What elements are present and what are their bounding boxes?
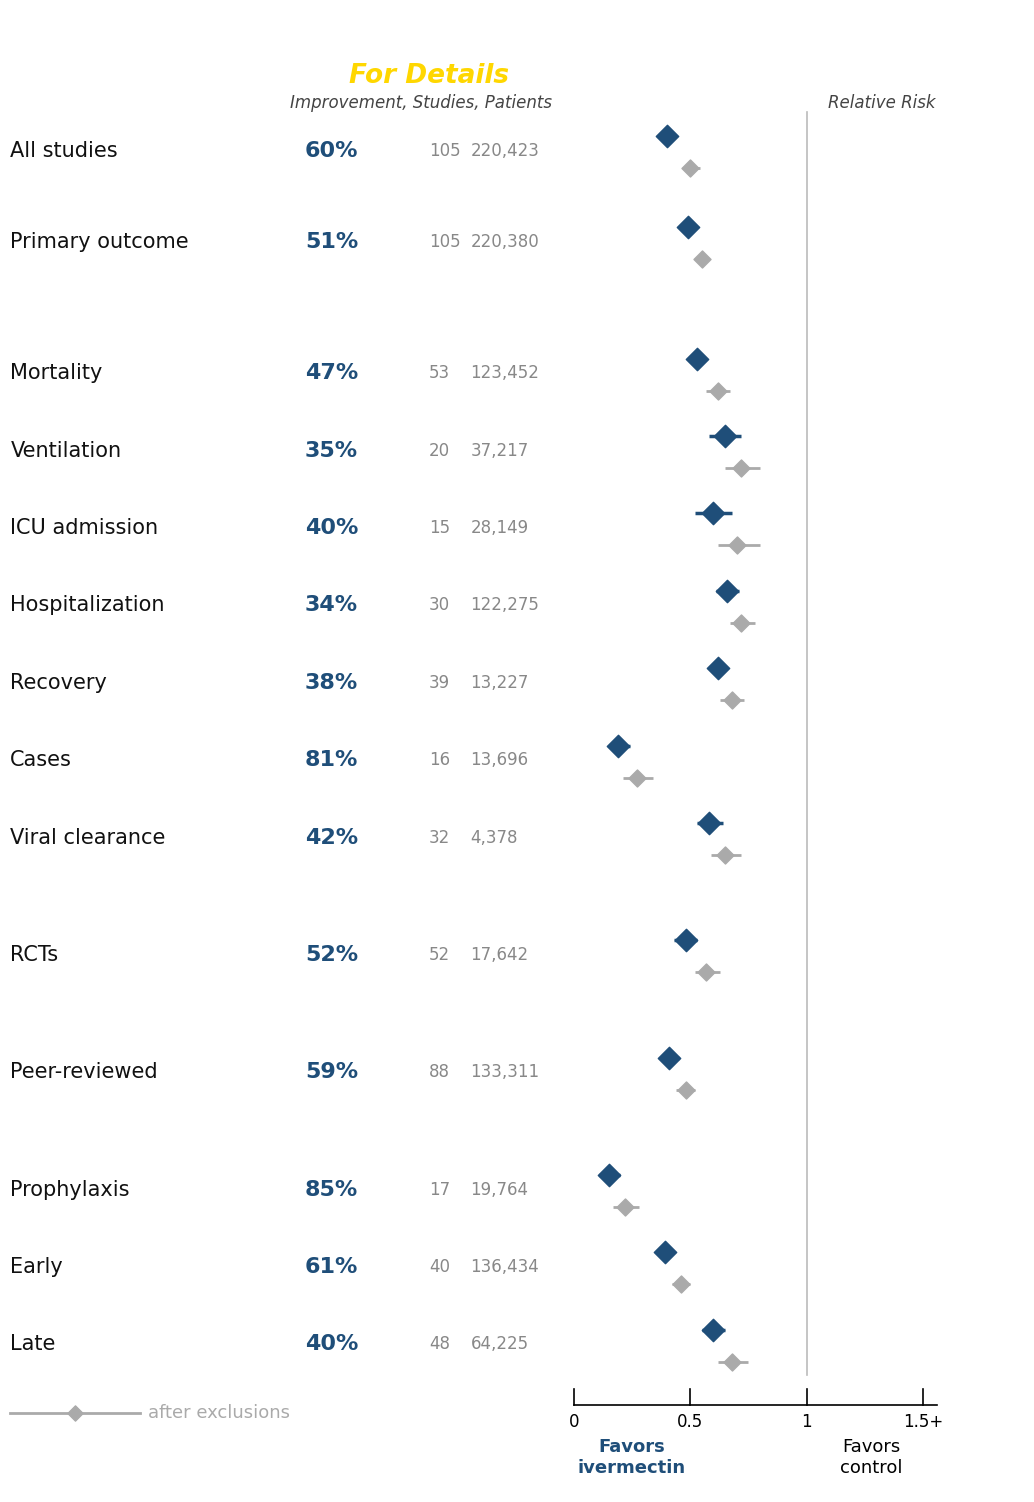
- Point: [694, 248, 710, 272]
- Text: 81%: 81%: [305, 749, 359, 771]
- Text: January 2025: January 2025: [801, 71, 940, 92]
- Text: 34%: 34%: [305, 595, 358, 616]
- Point: [705, 502, 722, 526]
- Text: 35%: 35%: [305, 440, 358, 461]
- Text: 42%: 42%: [305, 828, 358, 847]
- Text: 220,423: 220,423: [470, 141, 540, 159]
- Text: ICU admission: ICU admission: [10, 518, 158, 538]
- Text: 20: 20: [429, 442, 450, 460]
- Text: Ventilation: Ventilation: [10, 440, 121, 461]
- Text: 13,227: 13,227: [470, 674, 528, 692]
- Point: [689, 347, 705, 371]
- Point: [677, 928, 694, 952]
- Text: Ivermectin for COVID-19: Ivermectin for COVID-19: [10, 30, 525, 66]
- Text: 48: 48: [429, 1335, 450, 1353]
- Text: Late: Late: [10, 1334, 56, 1355]
- Text: Favors
ivermectin: Favors ivermectin: [578, 1437, 687, 1476]
- Text: Cases: Cases: [10, 749, 72, 771]
- Text: 30: 30: [429, 596, 450, 614]
- Text: Peer-reviewed: Peer-reviewed: [10, 1062, 158, 1083]
- Text: 52%: 52%: [305, 945, 358, 964]
- Text: Improvement, Studies, Patients: Improvement, Studies, Patients: [290, 93, 551, 111]
- Text: 13,696: 13,696: [470, 751, 528, 769]
- Text: 40: 40: [429, 1259, 450, 1277]
- Text: Hospitalization: Hospitalization: [10, 595, 164, 616]
- Text: 88: 88: [429, 1063, 450, 1081]
- Point: [66, 1400, 84, 1424]
- Point: [657, 1241, 673, 1265]
- Text: 1: 1: [801, 1412, 812, 1430]
- Text: 122,275: 122,275: [470, 596, 540, 614]
- Point: [659, 125, 675, 149]
- Text: 60%: 60%: [305, 141, 359, 161]
- Point: [610, 733, 627, 757]
- Text: Favors
control: Favors control: [841, 1437, 903, 1476]
- Point: [709, 379, 726, 403]
- Text: c19ivm.org: c19ivm.org: [801, 17, 994, 45]
- Text: Early: Early: [10, 1257, 63, 1277]
- Text: 40%: 40%: [305, 1334, 359, 1355]
- Text: 61%: 61%: [305, 1257, 359, 1277]
- Point: [616, 1196, 633, 1220]
- Text: 105: 105: [429, 233, 461, 251]
- Point: [661, 1045, 677, 1069]
- Text: 15: 15: [429, 520, 450, 538]
- Text: 220,380: 220,380: [470, 233, 539, 251]
- Point: [682, 156, 699, 180]
- Text: Prophylaxis: Prophylaxis: [10, 1179, 130, 1200]
- Text: 16: 16: [429, 751, 450, 769]
- Point: [629, 766, 645, 790]
- Point: [724, 1350, 740, 1374]
- Point: [720, 578, 736, 602]
- Text: For Details: For Details: [349, 63, 509, 89]
- Text: 38%: 38%: [305, 673, 358, 692]
- Text: 59%: 59%: [305, 1062, 358, 1083]
- Text: Primary outcome: Primary outcome: [10, 233, 189, 252]
- Text: Mortality: Mortality: [10, 363, 102, 383]
- Text: 133,311: 133,311: [470, 1063, 540, 1081]
- Text: Recovery: Recovery: [10, 673, 108, 692]
- Point: [733, 611, 750, 635]
- Text: 17,642: 17,642: [470, 946, 528, 964]
- Text: TAP HERE: TAP HERE: [391, 20, 467, 33]
- Text: after exclusions: after exclusions: [148, 1403, 290, 1421]
- Text: 47%: 47%: [305, 363, 358, 383]
- Point: [709, 656, 726, 680]
- Text: 19,764: 19,764: [470, 1181, 528, 1199]
- Point: [677, 1077, 694, 1101]
- Point: [601, 1163, 617, 1187]
- Text: 105: 105: [429, 141, 461, 159]
- Text: Viral clearance: Viral clearance: [10, 828, 165, 847]
- Text: 32: 32: [429, 829, 451, 847]
- Text: 0: 0: [569, 1412, 579, 1430]
- Text: All studies: All studies: [10, 141, 118, 161]
- Point: [717, 843, 733, 867]
- Text: 4,378: 4,378: [470, 829, 518, 847]
- Point: [724, 688, 740, 712]
- Text: 40%: 40%: [305, 518, 359, 538]
- Text: Relative Risk: Relative Risk: [828, 93, 936, 111]
- Text: RCTs: RCTs: [10, 945, 59, 964]
- Text: 37,217: 37,217: [470, 442, 528, 460]
- Text: 28,149: 28,149: [470, 520, 528, 538]
- Point: [733, 457, 750, 481]
- Text: 85%: 85%: [305, 1179, 358, 1200]
- Text: 123,452: 123,452: [470, 365, 540, 383]
- Point: [717, 424, 733, 448]
- Point: [698, 960, 714, 984]
- Point: [705, 1317, 722, 1341]
- Point: [701, 811, 718, 835]
- Point: [679, 215, 696, 239]
- Text: 136,434: 136,434: [470, 1259, 539, 1277]
- Text: 17: 17: [429, 1181, 450, 1199]
- Text: 52: 52: [429, 946, 450, 964]
- Text: 1.5+: 1.5+: [903, 1412, 943, 1430]
- Text: 51%: 51%: [305, 233, 358, 252]
- Text: 53: 53: [429, 365, 450, 383]
- Text: 39: 39: [429, 674, 450, 692]
- Text: 64,225: 64,225: [470, 1335, 528, 1353]
- Point: [728, 533, 744, 557]
- Text: 0.5: 0.5: [677, 1412, 703, 1430]
- Point: [673, 1272, 690, 1296]
